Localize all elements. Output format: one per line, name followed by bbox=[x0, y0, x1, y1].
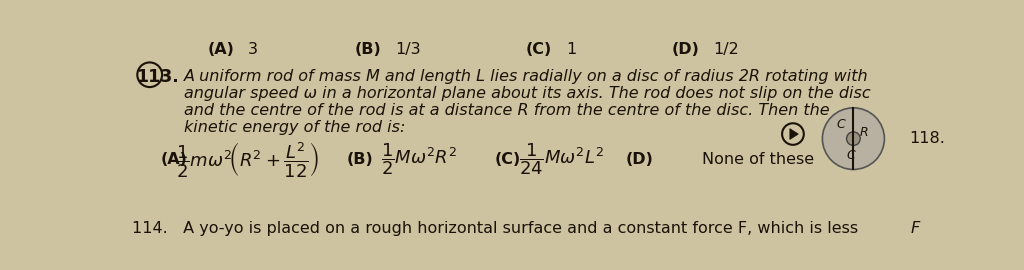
Text: 3: 3 bbox=[248, 42, 258, 57]
Text: A uniform rod of mass M and length L lies radially on a disc of radius 2R rotati: A uniform rod of mass M and length L lie… bbox=[183, 69, 868, 84]
Text: 118.: 118. bbox=[909, 131, 945, 146]
Text: 1/3: 1/3 bbox=[395, 42, 421, 57]
Text: (D): (D) bbox=[672, 42, 700, 57]
Text: (C): (C) bbox=[525, 42, 552, 57]
Text: 113.: 113. bbox=[136, 68, 179, 86]
Text: F: F bbox=[910, 221, 920, 236]
Text: $\dfrac{1}{2}M\omega^2 R^2$: $\dfrac{1}{2}M\omega^2 R^2$ bbox=[381, 142, 457, 177]
Text: None of these: None of these bbox=[701, 152, 814, 167]
Text: R: R bbox=[860, 126, 868, 139]
Text: (D): (D) bbox=[626, 152, 653, 167]
Text: (B): (B) bbox=[355, 42, 382, 57]
Text: C: C bbox=[847, 149, 855, 162]
Text: $\dfrac{1}{24}M\omega^2 L^2$: $\dfrac{1}{24}M\omega^2 L^2$ bbox=[519, 142, 604, 177]
Text: (B): (B) bbox=[347, 152, 374, 167]
Text: (A): (A) bbox=[208, 42, 234, 57]
Text: kinetic energy of the rod is:: kinetic energy of the rod is: bbox=[183, 120, 406, 135]
Text: 1/2: 1/2 bbox=[713, 42, 739, 57]
Circle shape bbox=[847, 132, 860, 146]
Circle shape bbox=[822, 108, 885, 170]
Text: C: C bbox=[837, 118, 846, 131]
Text: (C): (C) bbox=[495, 152, 521, 167]
Polygon shape bbox=[790, 129, 799, 139]
Text: angular speed ω in a horizontal plane about its axis. The rod does not slip on t: angular speed ω in a horizontal plane ab… bbox=[183, 86, 870, 101]
Text: and the centre of the rod is at a distance R from the centre of the disc. Then t: and the centre of the rod is at a distan… bbox=[183, 103, 829, 118]
Text: $\dfrac{1}{2}m\omega^2\!\left(R^2+\dfrac{L^2}{12}\right)$: $\dfrac{1}{2}m\omega^2\!\left(R^2+\dfrac… bbox=[176, 140, 319, 179]
Text: 114.   A yo-yo is placed on a rough horizontal surface and a constant force F, w: 114. A yo-yo is placed on a rough horizo… bbox=[132, 221, 858, 236]
Text: (A): (A) bbox=[161, 152, 188, 167]
Text: 1: 1 bbox=[566, 42, 577, 57]
